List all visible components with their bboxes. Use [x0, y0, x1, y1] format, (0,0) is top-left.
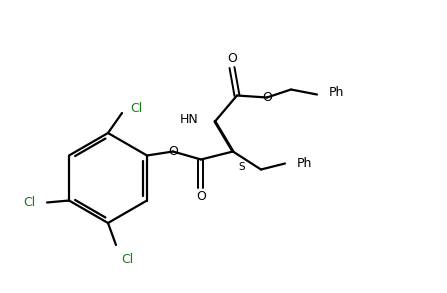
Text: HN: HN — [180, 113, 199, 126]
Text: Cl: Cl — [121, 253, 133, 266]
Text: O: O — [262, 91, 272, 104]
Text: Cl: Cl — [23, 196, 35, 209]
Text: Ph: Ph — [329, 86, 344, 99]
Text: O: O — [168, 145, 178, 158]
Text: Cl: Cl — [130, 101, 142, 115]
Text: O: O — [227, 52, 237, 65]
Text: S: S — [238, 161, 245, 171]
Text: Ph: Ph — [297, 157, 312, 170]
Text: O: O — [196, 190, 206, 203]
